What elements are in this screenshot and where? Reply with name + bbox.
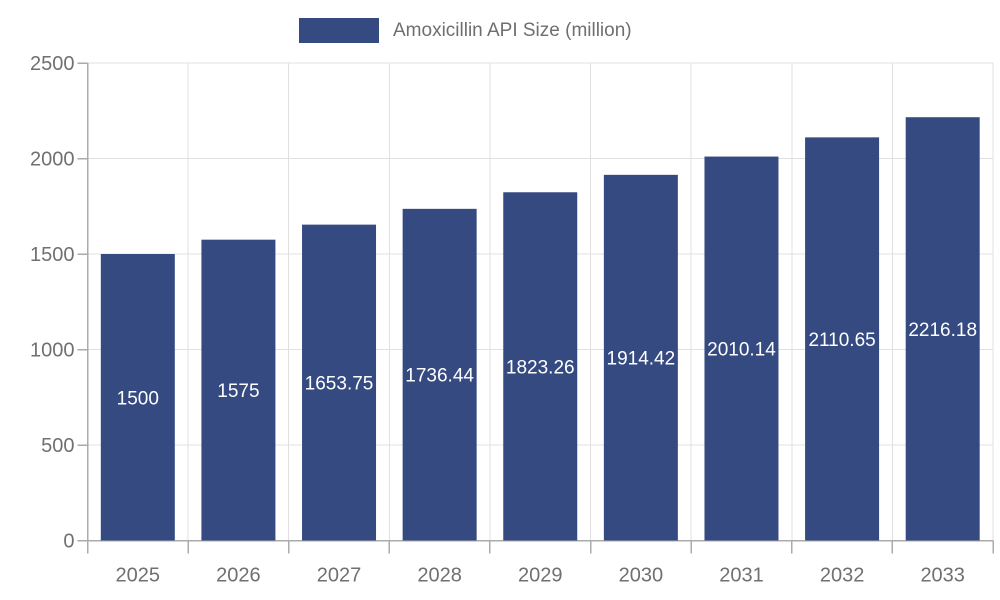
bar — [201, 239, 276, 541]
x-tick-label: 2031 — [719, 565, 764, 587]
bar-value-label: 1653.75 — [305, 374, 374, 395]
bar — [805, 137, 880, 541]
bar — [503, 192, 578, 541]
x-tick-label: 2033 — [920, 565, 965, 587]
bar-value-label: 2110.65 — [808, 330, 875, 351]
bar-value-label: 2216.18 — [908, 320, 977, 341]
bar-value-label: 1575 — [217, 381, 259, 402]
bar-value-label: 1500 — [117, 388, 159, 409]
bar-value-label: 1736.44 — [405, 366, 474, 387]
x-tick-label: 2029 — [518, 565, 563, 587]
x-tick-label: 2025 — [116, 565, 161, 587]
bar — [603, 174, 678, 541]
bar — [100, 254, 175, 541]
bar — [704, 156, 779, 541]
bar-value-label: 1823.26 — [506, 357, 575, 378]
x-tick-label: 2032 — [820, 565, 865, 587]
bar-value-label: 2010.14 — [707, 340, 776, 361]
bar — [905, 117, 980, 541]
legend-label: Amoxicillin API Size (million) — [393, 19, 632, 41]
legend[interactable]: Amoxicillin API Size (million) — [299, 18, 632, 43]
y-tick-label: 1500 — [30, 244, 75, 266]
bar — [402, 208, 477, 541]
x-tick-label: 2030 — [619, 565, 664, 587]
bar-value-label: 1914.42 — [607, 349, 676, 370]
legend-swatch — [299, 18, 379, 43]
y-tick-label: 2500 — [30, 53, 75, 75]
y-tick-label: 500 — [41, 435, 74, 457]
y-tick-label: 2000 — [30, 149, 75, 171]
y-tick-label: 1000 — [30, 340, 75, 362]
x-tick-label: 2026 — [216, 565, 261, 587]
bar — [302, 224, 377, 541]
x-tick-label: 2028 — [417, 565, 462, 587]
x-tick-label: 2027 — [317, 565, 362, 587]
y-tick-label: 0 — [63, 531, 74, 553]
